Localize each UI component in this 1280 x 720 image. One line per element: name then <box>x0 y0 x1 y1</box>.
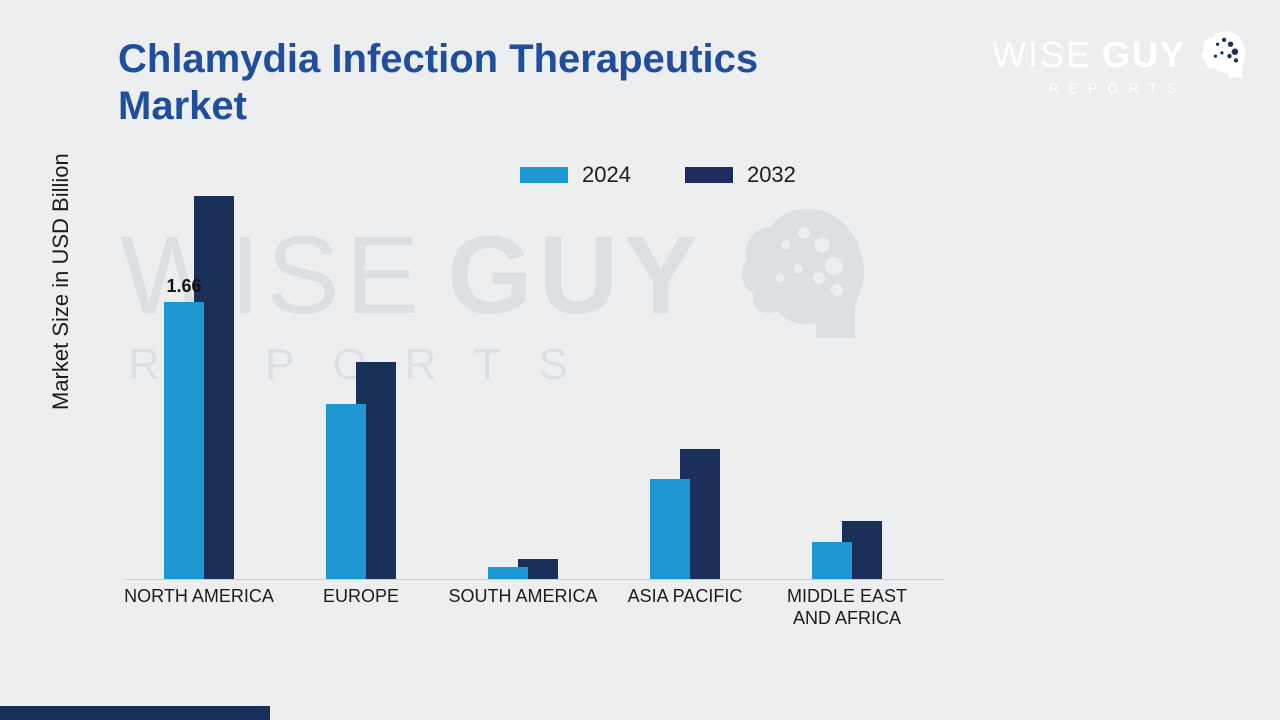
plot-area: 1.66NORTH AMERICAEUROPESOUTH AMERICAASIA… <box>124 180 944 580</box>
brand-logo: WISE GUY REPORTS <box>990 28 1250 96</box>
bar-2024 <box>326 404 366 579</box>
category-label: NORTH AMERICA <box>124 580 274 608</box>
brand-sub: REPORTS <box>990 80 1186 96</box>
bar-2024 <box>812 542 852 579</box>
brand-head-icon <box>1196 28 1250 82</box>
chart: Market Size in USD Billion 1.66NORTH AME… <box>60 160 960 660</box>
stage: WISE GUY REPORTS Chlamydia Infection The… <box>0 0 1280 720</box>
brand-word-2: GUY <box>1102 34 1186 76</box>
category-label: MIDDLE EAST AND AFRICA <box>772 580 922 629</box>
y-axis-label: Market Size in USD Billion <box>48 153 74 410</box>
category-label: ASIA PACIFIC <box>610 580 760 608</box>
bar-2024 <box>650 479 690 579</box>
brand-word-1: WISE <box>992 34 1092 76</box>
bar-2024 <box>164 302 204 579</box>
bar-2024 <box>488 567 528 579</box>
category-label: SOUTH AMERICA <box>448 580 598 608</box>
bottom-accent-bar <box>0 706 270 720</box>
chart-title: Chlamydia Infection Therapeutics Market <box>118 36 838 130</box>
bar-value-label: 1.66 <box>144 276 224 297</box>
category-label: EUROPE <box>286 580 436 608</box>
